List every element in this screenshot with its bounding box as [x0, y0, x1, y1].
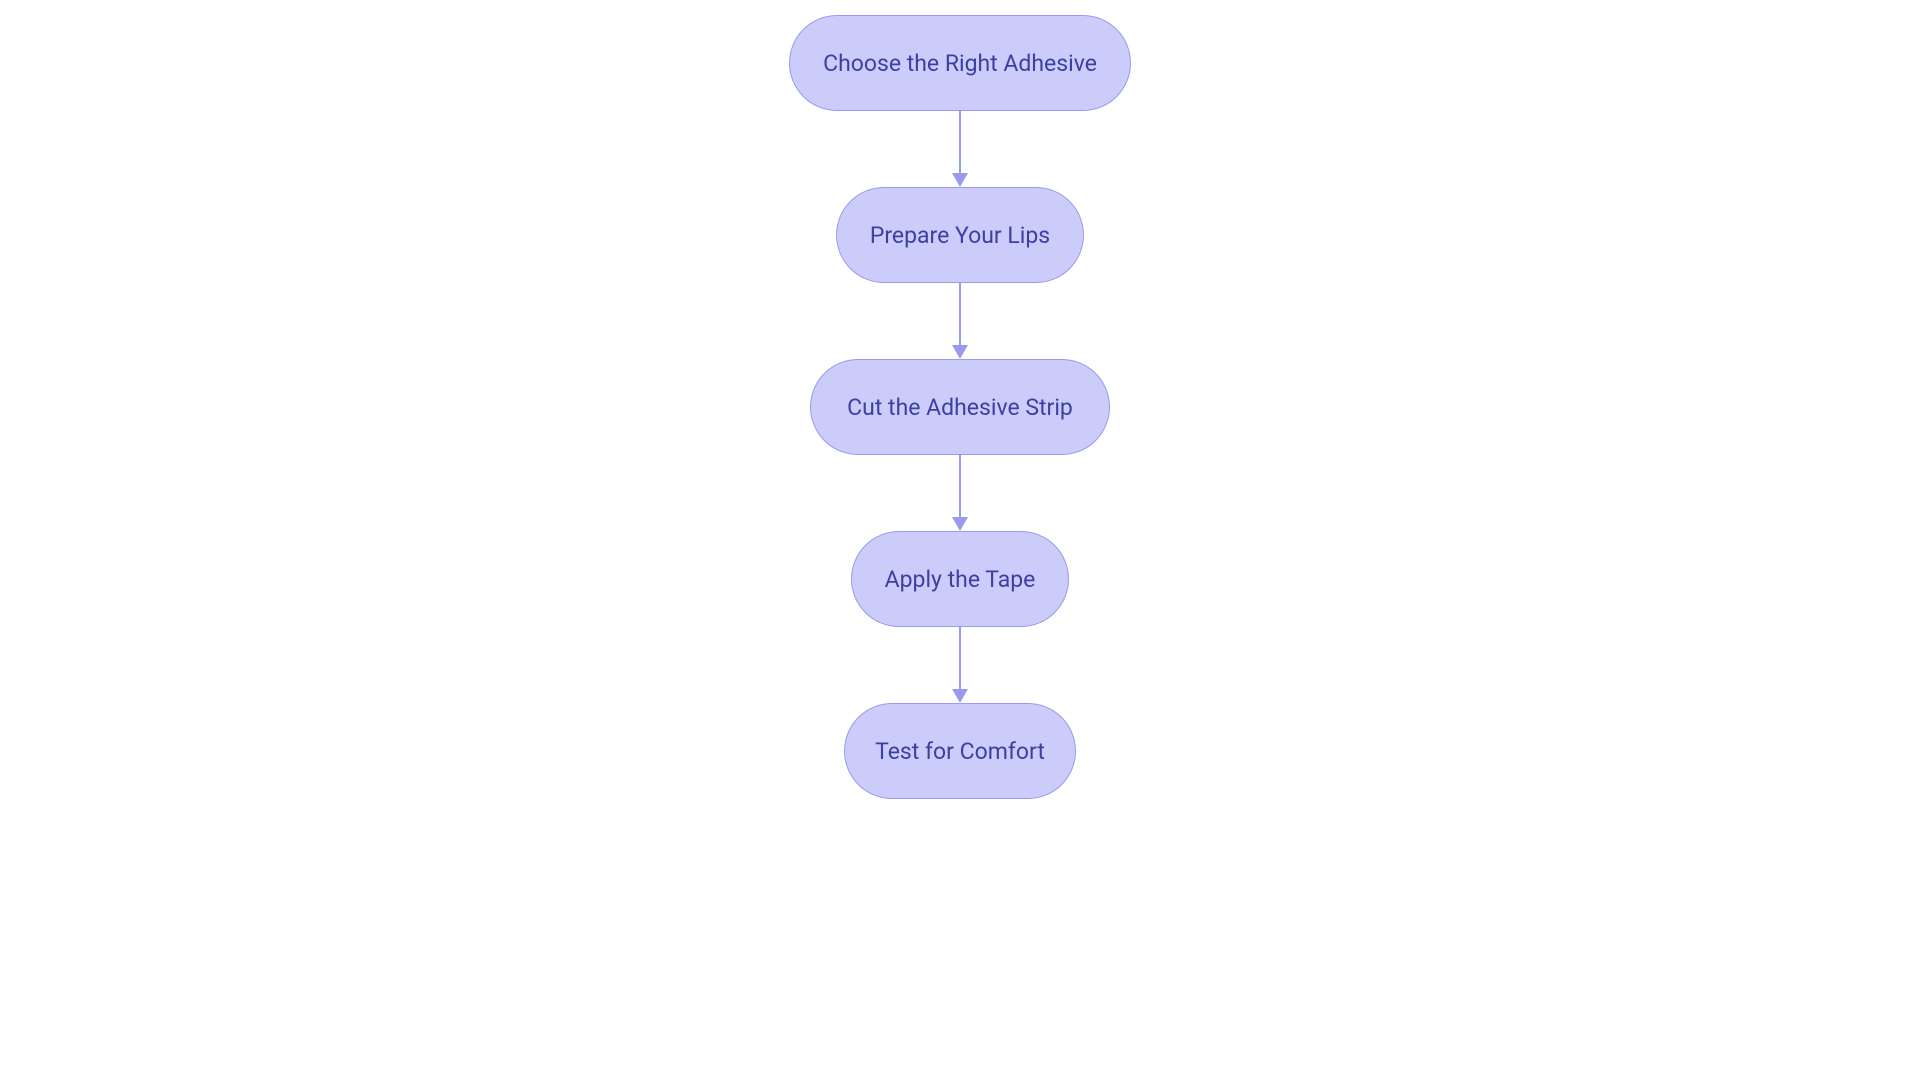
- arrow-line: [959, 455, 961, 517]
- arrow-head-icon: [952, 517, 968, 531]
- arrow-head-icon: [952, 173, 968, 187]
- node-label: Choose the Right Adhesive: [823, 50, 1097, 77]
- node-label: Prepare Your Lips: [870, 222, 1050, 249]
- node-label: Apply the Tape: [885, 566, 1036, 593]
- arrow-line: [959, 283, 961, 345]
- arrow-line: [959, 627, 961, 689]
- flowchart-node-1: Prepare Your Lips: [836, 187, 1084, 283]
- flowchart-node-0: Choose the Right Adhesive: [789, 15, 1131, 111]
- arrow-head-icon: [952, 689, 968, 703]
- flowchart-node-2: Cut the Adhesive Strip: [810, 359, 1110, 455]
- node-label: Cut the Adhesive Strip: [847, 394, 1073, 421]
- arrow-1: [952, 283, 968, 359]
- arrow-3: [952, 627, 968, 703]
- flowchart-node-3: Apply the Tape: [851, 531, 1069, 627]
- node-label: Test for Comfort: [875, 738, 1045, 765]
- arrow-0: [952, 111, 968, 187]
- arrow-2: [952, 455, 968, 531]
- flowchart-container: Choose the Right Adhesive Prepare Your L…: [789, 15, 1131, 799]
- arrow-line: [959, 111, 961, 173]
- arrow-head-icon: [952, 345, 968, 359]
- flowchart-node-4: Test for Comfort: [844, 703, 1076, 799]
